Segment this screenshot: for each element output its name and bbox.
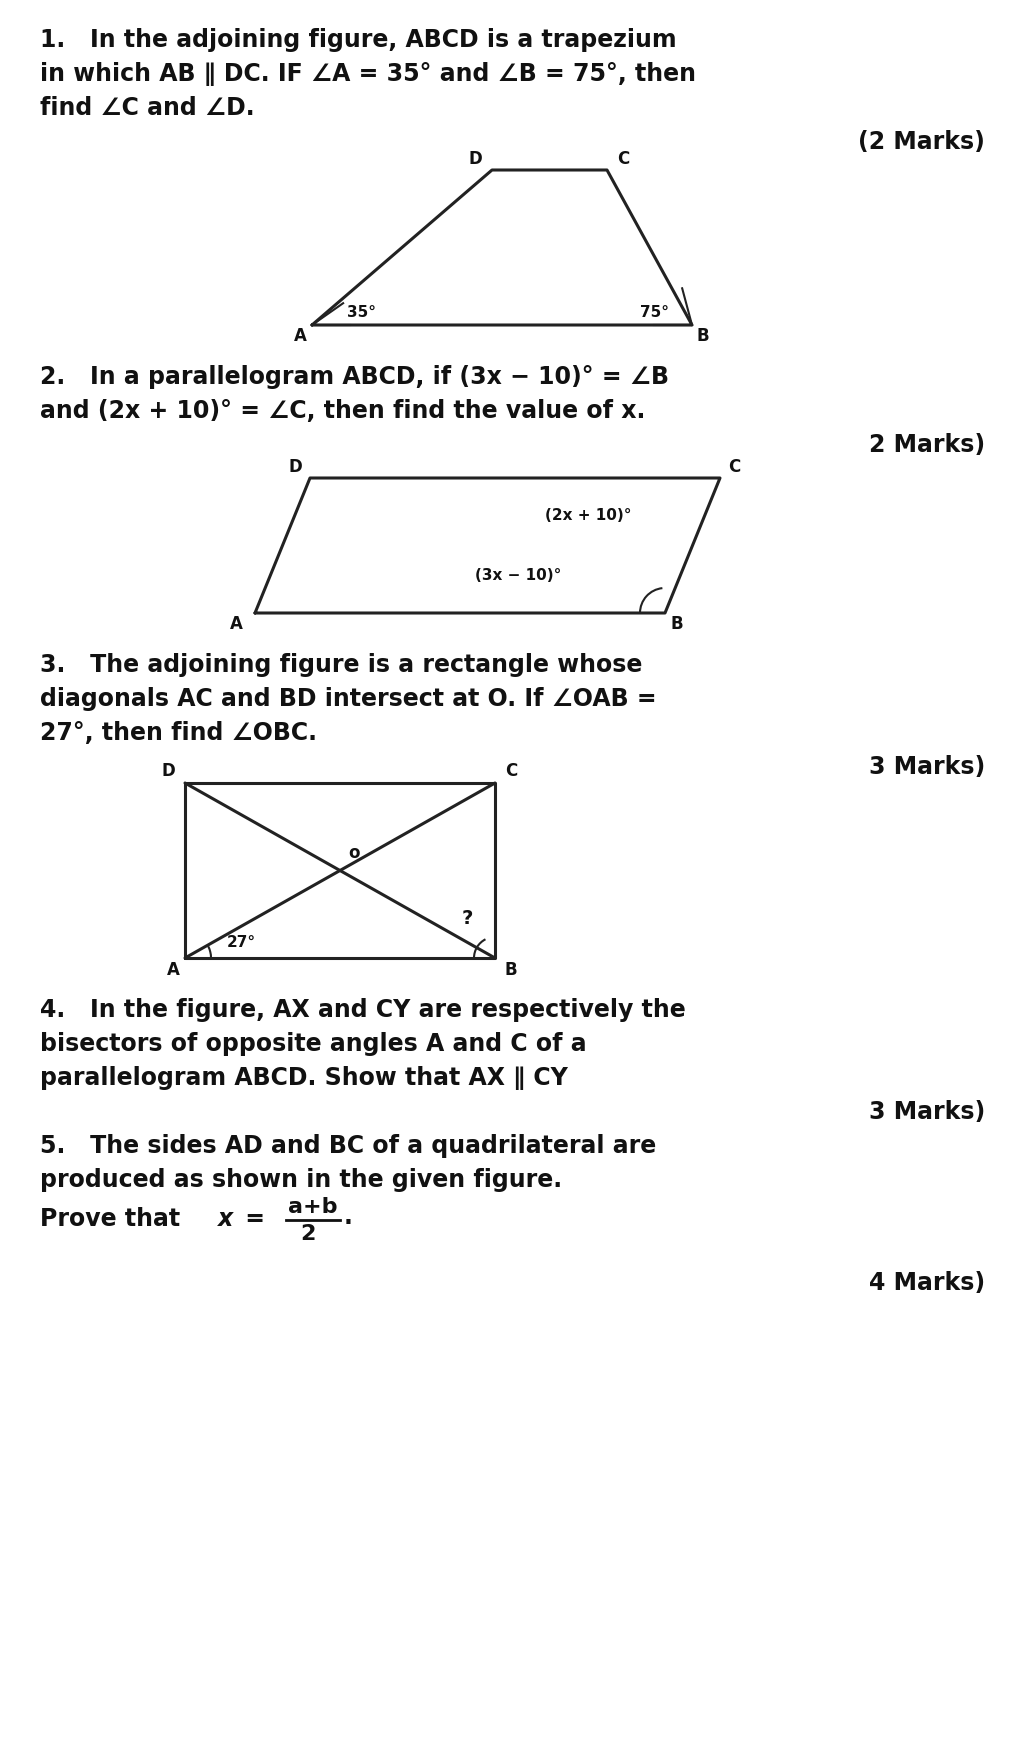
Text: A: A xyxy=(294,327,306,344)
Text: and (2x + 10)° = ∠C, then find the value of x.: and (2x + 10)° = ∠C, then find the value… xyxy=(40,399,645,423)
Text: 27°, then find ∠OBC.: 27°, then find ∠OBC. xyxy=(40,720,317,745)
Text: A: A xyxy=(230,615,243,633)
Text: 75°: 75° xyxy=(640,306,669,320)
Text: 4.   In the figure, AX and CY are respectively the: 4. In the figure, AX and CY are respecti… xyxy=(40,998,686,1023)
Text: D: D xyxy=(288,459,302,476)
Text: bisectors of opposite angles A and C of a: bisectors of opposite angles A and C of … xyxy=(40,1031,587,1056)
Text: B: B xyxy=(505,961,517,979)
Text: B: B xyxy=(697,327,710,344)
Text: B: B xyxy=(670,615,683,633)
Text: (2 Marks): (2 Marks) xyxy=(858,130,985,155)
Text: in which AB ∥ DC. IF ∠A = 35° and ∠B = 75°, then: in which AB ∥ DC. IF ∠A = 35° and ∠B = 7… xyxy=(40,61,696,86)
Text: Prove that: Prove that xyxy=(40,1207,188,1232)
Text: 35°: 35° xyxy=(347,306,376,320)
Text: (2x + 10)°: (2x + 10)° xyxy=(545,508,632,524)
Text: 1.   In the adjoining figure, ABCD is a trapezium: 1. In the adjoining figure, ABCD is a tr… xyxy=(40,28,677,53)
Text: 5.   The sides AD and BC of a quadrilateral are: 5. The sides AD and BC of a quadrilatera… xyxy=(40,1133,656,1158)
Text: .: . xyxy=(344,1205,353,1228)
Text: D: D xyxy=(468,149,482,169)
Text: 4 Marks): 4 Marks) xyxy=(869,1270,985,1295)
Text: x: x xyxy=(218,1207,233,1232)
Text: =: = xyxy=(237,1207,265,1232)
Text: A: A xyxy=(167,961,179,979)
Text: parallelogram ABCD. Show that AX ∥ CY: parallelogram ABCD. Show that AX ∥ CY xyxy=(40,1066,568,1089)
Text: 3 Marks): 3 Marks) xyxy=(868,756,985,778)
Text: C: C xyxy=(728,459,740,476)
Text: 3 Marks): 3 Marks) xyxy=(868,1100,985,1124)
Text: (3x − 10)°: (3x − 10)° xyxy=(475,568,561,583)
Text: 2.   In a parallelogram ABCD, if (3x − 10)° = ∠B: 2. In a parallelogram ABCD, if (3x − 10)… xyxy=(40,365,669,388)
Text: 2: 2 xyxy=(300,1225,315,1244)
Text: a+b: a+b xyxy=(288,1197,338,1218)
Text: diagonals AC and BD intersect at O. If ∠OAB =: diagonals AC and BD intersect at O. If ∠… xyxy=(40,687,656,712)
Text: o: o xyxy=(348,845,359,863)
Text: 27°: 27° xyxy=(227,935,256,951)
Text: 2 Marks): 2 Marks) xyxy=(869,432,985,457)
Text: produced as shown in the given figure.: produced as shown in the given figure. xyxy=(40,1168,562,1191)
Text: ?: ? xyxy=(462,908,473,928)
Text: 3.   The adjoining figure is a rectangle whose: 3. The adjoining figure is a rectangle w… xyxy=(40,654,642,676)
Text: find ∠C and ∠D.: find ∠C and ∠D. xyxy=(40,97,255,119)
Text: C: C xyxy=(617,149,630,169)
Text: D: D xyxy=(161,763,175,780)
Text: C: C xyxy=(505,763,517,780)
